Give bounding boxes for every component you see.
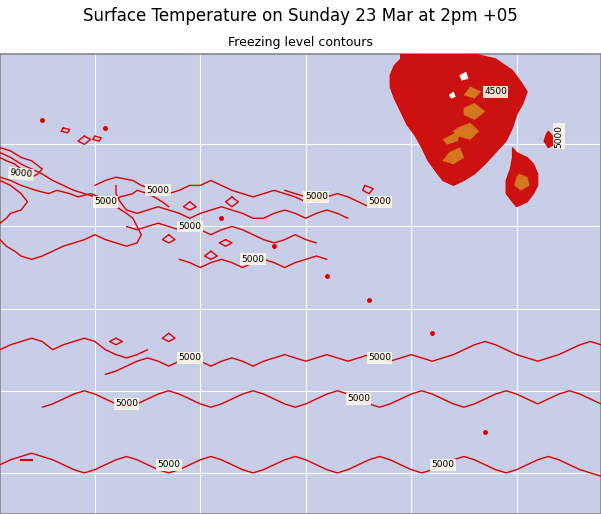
Polygon shape <box>443 148 464 164</box>
Text: 5000: 5000 <box>115 399 138 409</box>
Text: 5000: 5000 <box>368 197 391 206</box>
Polygon shape <box>460 72 468 80</box>
Text: Freezing level contours: Freezing level contours <box>228 35 373 49</box>
Polygon shape <box>443 131 460 144</box>
Polygon shape <box>449 92 456 98</box>
Text: 5000: 5000 <box>432 460 454 469</box>
Text: 5000: 5000 <box>178 222 201 231</box>
Text: 5000: 5000 <box>368 354 391 362</box>
Polygon shape <box>514 174 529 190</box>
Text: 5000: 5000 <box>147 186 169 195</box>
Text: 5000: 5000 <box>242 255 264 264</box>
Text: 5000: 5000 <box>157 460 180 469</box>
Text: 5000: 5000 <box>94 197 117 206</box>
Text: 5000: 5000 <box>178 354 201 362</box>
Text: 9000: 9000 <box>9 169 33 179</box>
Text: 5000: 5000 <box>554 124 563 148</box>
Polygon shape <box>464 87 481 98</box>
Polygon shape <box>544 131 555 148</box>
Polygon shape <box>464 103 485 120</box>
Text: Surface Temperature on Sunday 23 Mar at 2pm +05: Surface Temperature on Sunday 23 Mar at … <box>83 7 518 25</box>
Polygon shape <box>390 54 527 186</box>
Polygon shape <box>453 123 478 139</box>
Text: 5000: 5000 <box>347 394 370 403</box>
Text: 5000: 5000 <box>305 192 328 201</box>
Polygon shape <box>506 148 538 207</box>
Text: 4500: 4500 <box>484 87 507 96</box>
